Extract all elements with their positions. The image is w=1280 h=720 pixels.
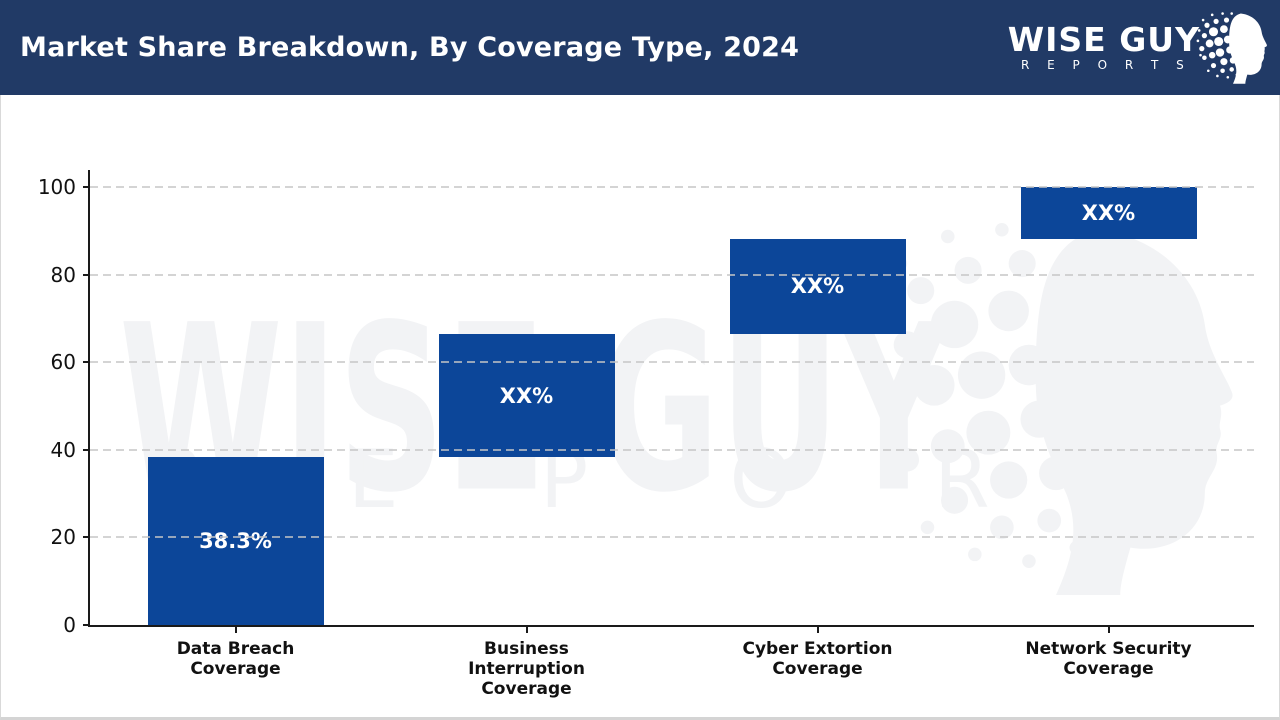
x-tick-mark-data-breach-coverage (234, 626, 237, 633)
gridline-80 (90, 273, 1254, 276)
x-tick-mark-cyber-extortion-coverage (816, 626, 819, 633)
y-tick-mark-60 (83, 361, 90, 364)
bar-value-label-business-interruption-coverage: XX% (499, 383, 554, 408)
y-axis-spine (88, 170, 90, 627)
y-tick-label-40: 40 (50, 437, 76, 462)
y-tick-mark-0 (83, 624, 90, 626)
x-tick-label-network-security-coverage: Network Security Coverage (1025, 639, 1192, 679)
logo-wordmark: WISE GUY (1007, 20, 1200, 59)
bar-value-label-cyber-extortion-coverage: XX% (790, 274, 845, 299)
bar-value-label-data-breach-coverage: 38.3% (199, 529, 272, 554)
logo-subtitle: R E P O R T S (1020, 58, 1191, 72)
gridline-40 (90, 448, 1254, 451)
watermark-dotted-head-icon (846, 223, 1266, 595)
y-tick-mark-20 (83, 536, 90, 539)
y-tick-label-0: 0 (63, 613, 76, 637)
bar-network-security-coverage: XX% (1020, 187, 1197, 239)
y-tick-mark-40 (83, 448, 90, 451)
logo-text: WISE GUY R E P O R T S (1008, 23, 1200, 73)
y-tick-label-60: 60 (50, 350, 76, 375)
dotted-head-icon (1194, 7, 1272, 89)
bar-value-label-network-security-coverage: XX% (1081, 200, 1136, 225)
gridline-100 (90, 186, 1254, 188)
x-tick-label-business-interruption-coverage: Business Interruption Coverage (468, 639, 585, 699)
x-tick-mark-business-interruption-coverage (525, 626, 528, 633)
gridline-60 (90, 361, 1254, 364)
x-tick-mark-network-security-coverage (1107, 626, 1110, 633)
bar-cyber-extortion-coverage: XX% (729, 238, 906, 335)
x-tick-label-data-breach-coverage: Data Breach Coverage (176, 639, 295, 679)
x-axis-spine (88, 625, 1254, 627)
bar-business-interruption-coverage: XX% (438, 334, 615, 458)
y-tick-label-100: 100 (37, 175, 76, 199)
y-tick-label-80: 80 (50, 262, 76, 287)
header-banner: Market Share Breakdown, By Coverage Type… (0, 0, 1280, 95)
y-tick-mark-80 (83, 273, 90, 276)
bar-data-breach-coverage: 38.3% (147, 457, 324, 625)
y-tick-mark-100 (83, 186, 90, 188)
gridline-20 (90, 536, 1254, 539)
x-tick-label-cyber-extortion-coverage: Cyber Extortion Coverage (742, 639, 893, 679)
wise-guy-reports-logo: WISE GUY R E P O R T S (1008, 4, 1272, 92)
y-tick-label-20: 20 (50, 525, 76, 550)
page-title: Market Share Breakdown, By Coverage Type… (20, 32, 800, 63)
chart-canvas: WISE GUY R E P O R T S 02040608010038.3%… (0, 95, 1280, 720)
